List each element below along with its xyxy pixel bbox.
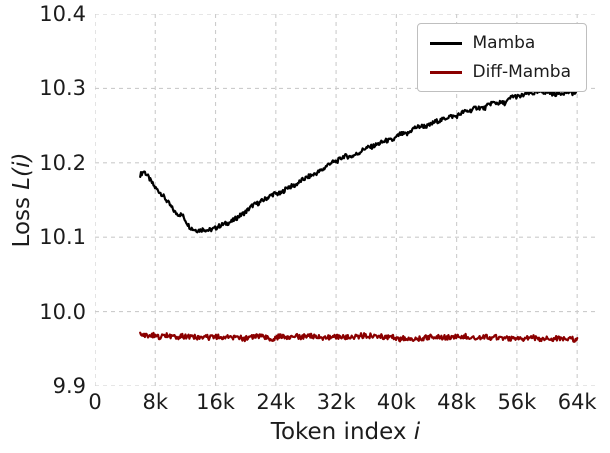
x-tick-label: 16k	[196, 390, 235, 414]
legend-label-diff-mamba: Diff-Mamba	[472, 62, 571, 82]
legend: Mamba Diff-Mamba	[417, 23, 587, 92]
y-tick-label: 9.9	[52, 374, 86, 398]
diff-mamba-line	[139, 331, 579, 343]
y-tick-label: 10.2	[39, 150, 86, 175]
legend-item-diff-mamba: Diff-Mamba	[430, 62, 571, 82]
x-axis-label-text: Token index	[270, 419, 414, 445]
x-tick-label: 32k	[316, 390, 356, 414]
plot-area: Mamba Diff-Mamba	[95, 14, 596, 386]
mamba-line	[139, 88, 579, 234]
x-tick-label: 0	[88, 390, 102, 414]
x-tick-label: 8k	[142, 390, 169, 414]
x-tick-label: 64k	[557, 390, 597, 414]
y-tick-label: 10.1	[39, 225, 86, 250]
y-tick-label: 10.3	[39, 76, 86, 101]
y-tick-label: 10.4	[39, 2, 86, 26]
y-tick-label: 10.0	[39, 299, 86, 324]
x-tick-label: 40k	[376, 390, 416, 414]
x-axis-label-math: i	[413, 419, 421, 445]
x-axis-label: Token index i	[95, 419, 596, 445]
x-tick-label: 48k	[437, 390, 477, 414]
x-tick-label: 56k	[497, 390, 537, 414]
plot-canvas	[95, 14, 596, 386]
legend-item-mamba: Mamba	[430, 33, 571, 53]
mamba-line-swatch	[430, 41, 463, 45]
x-tick-label: 24k	[256, 390, 296, 414]
diff-mamba-line-swatch	[430, 70, 463, 74]
legend-label-mamba: Mamba	[472, 33, 536, 53]
